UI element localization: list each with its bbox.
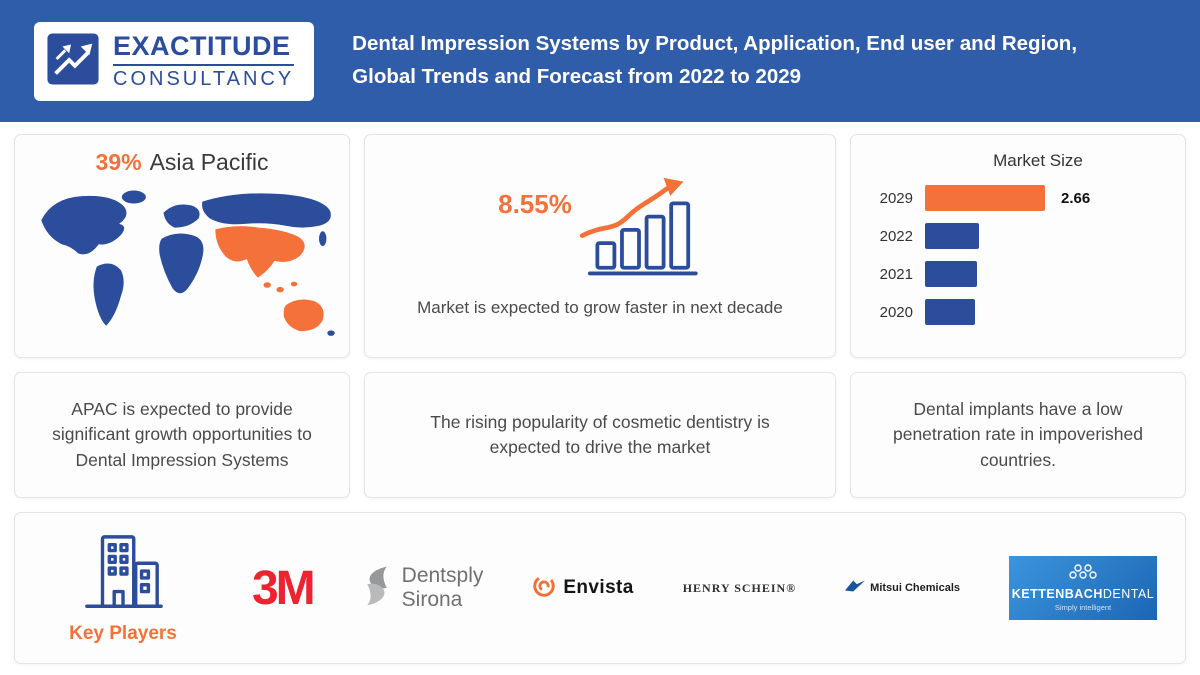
kettenbach-wordmark: KETTENBACHDENTAL [1012,587,1155,601]
report-title-line1: Dental Impression Systems by Product, Ap… [352,32,1078,56]
bar [925,261,977,287]
brand-line1: EXACTITUDE [113,32,295,66]
bar-chart-growth-icon [576,175,702,286]
mitsui-swoosh-icon [845,579,866,597]
bar [925,185,1045,211]
logo-henry-schein: HENRY SCHEIN® [682,580,797,595]
logo-3m: 3M [251,561,316,615]
insight-card-apac: APAC is expected to provide significant … [14,372,350,498]
asia-pacific-card: 39% Asia Pacific [14,134,350,358]
logo-dentsply-sirona: Dentsply Sirona [362,563,484,614]
bar-value-label: 2.66 [1061,189,1091,207]
market-size-bar-row: 2029 2.66 [869,185,1167,211]
report-title: Dental Impression Systems by Product, Ap… [352,28,1077,94]
sirona-line: Sirona [401,588,463,611]
world-map-graphic [41,190,335,336]
kettenbach-dental: DENTAL [1102,587,1155,601]
asia-pacific-percentage: 39% [95,149,142,175]
dentsply-line: Dentsply [401,564,484,588]
world-map [23,178,341,353]
asia-pacific-stat: 39% Asia Pacific [23,149,341,176]
header-banner: EXACTITUDE CONSULTANCY Dental Impression… [0,0,1200,122]
dentsply-sirona-icon [362,563,392,614]
mitsui-wordmark: Mitsui Chemicals [870,582,961,594]
logo-envista: Envista [532,574,633,603]
growth-caption: Market is expected to grow faster in nex… [417,297,783,317]
bar [925,299,975,325]
content-area: 39% Asia Pacific [0,122,1200,664]
year-label: 2021 [879,265,913,283]
market-size-title: Market Size [993,151,1083,170]
year-label: 2022 [879,227,913,245]
market-size-bar-row: 2021 [869,261,1167,287]
growth-arrows-icon [46,32,100,91]
stats-row: 39% Asia Pacific [14,134,1186,358]
kettenbach-name: KETTENBACH [1011,587,1103,601]
year-label: 2020 [879,303,913,321]
exactitude-logo: EXACTITUDE CONSULTANCY [34,21,315,101]
envista-spiral-icon [532,574,556,603]
growth-card: 8.55% Market is expect [364,134,836,358]
kettenbach-molecule-icon [1065,564,1101,585]
growth-stat-row: 8.55% [498,175,702,286]
logo-mitsui-chemicals: Mitsui Chemicals [845,579,960,597]
asia-pacific-label: Asia Pacific [149,149,269,175]
market-size-card: Market Size 2029 2.66 2022 2021 2020 [850,134,1186,358]
bar [925,223,979,249]
kettenbach-tagline: Simply intelligent [1054,603,1112,612]
cagr-value: 8.55% [498,188,572,219]
market-size-chart: 2029 2.66 2022 2021 2020 [869,185,1167,325]
dentsply-sirona-wordmark: Dentsply Sirona [402,564,484,611]
logo-kettenbach-dental: KETTENBACHDENTAL Simply intelligent [1009,556,1157,620]
market-size-bar-row: 2022 [869,223,1167,249]
key-players-card: Key Players 3M Dentsply Sirona [14,512,1186,664]
buildings-icon [79,532,167,621]
brand-line2: CONSULTANCY [113,67,295,90]
key-players-block: Key Players [43,532,203,645]
envista-wordmark: Envista [563,577,634,598]
insights-row: APAC is expected to provide significant … [14,372,1186,498]
report-title-line2: Global Trends and Forecast from 2022 to … [352,65,802,88]
insight-card-implants: Dental implants have a low penetration r… [850,372,1186,498]
year-label: 2029 [879,189,913,207]
brand-name: EXACTITUDE CONSULTANCY [113,32,295,90]
market-size-bar-row: 2020 [869,299,1167,325]
insight-card-cosmetic: The rising popularity of cosmetic dentis… [364,372,836,498]
key-players-label: Key Players [69,622,177,644]
